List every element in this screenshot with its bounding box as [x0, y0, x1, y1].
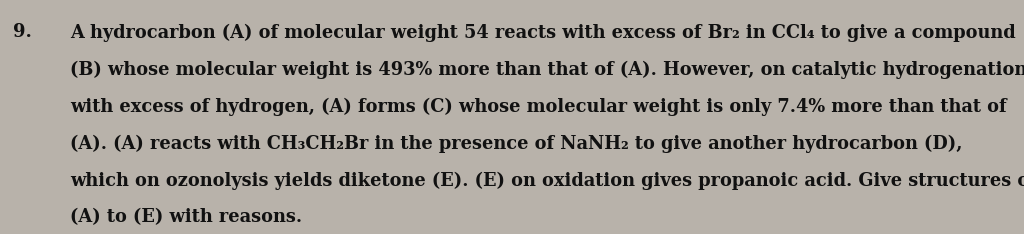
Text: (A). (A) reacts with CH₃CH₂Br in the presence of NaNH₂ to give another hydrocarb: (A). (A) reacts with CH₃CH₂Br in the pre… [70, 134, 963, 153]
Text: 9.: 9. [13, 23, 32, 41]
Text: (B) whose molecular weight is 493% more than that of (A). However, on catalytic : (B) whose molecular weight is 493% more … [70, 60, 1024, 79]
Text: with excess of hydrogen, (A) forms (C) whose molecular weight is only 7.4% more : with excess of hydrogen, (A) forms (C) w… [70, 97, 1007, 116]
Text: A hydrocarbon (A) of molecular weight 54 reacts with excess of Br₂ in CCl₄ to gi: A hydrocarbon (A) of molecular weight 54… [70, 23, 1015, 42]
Text: which on ozonolysis yields diketone (E). (E) on oxidation gives propanoic acid. : which on ozonolysis yields diketone (E).… [70, 171, 1024, 190]
Text: (A) to (E) with reasons.: (A) to (E) with reasons. [70, 208, 302, 226]
